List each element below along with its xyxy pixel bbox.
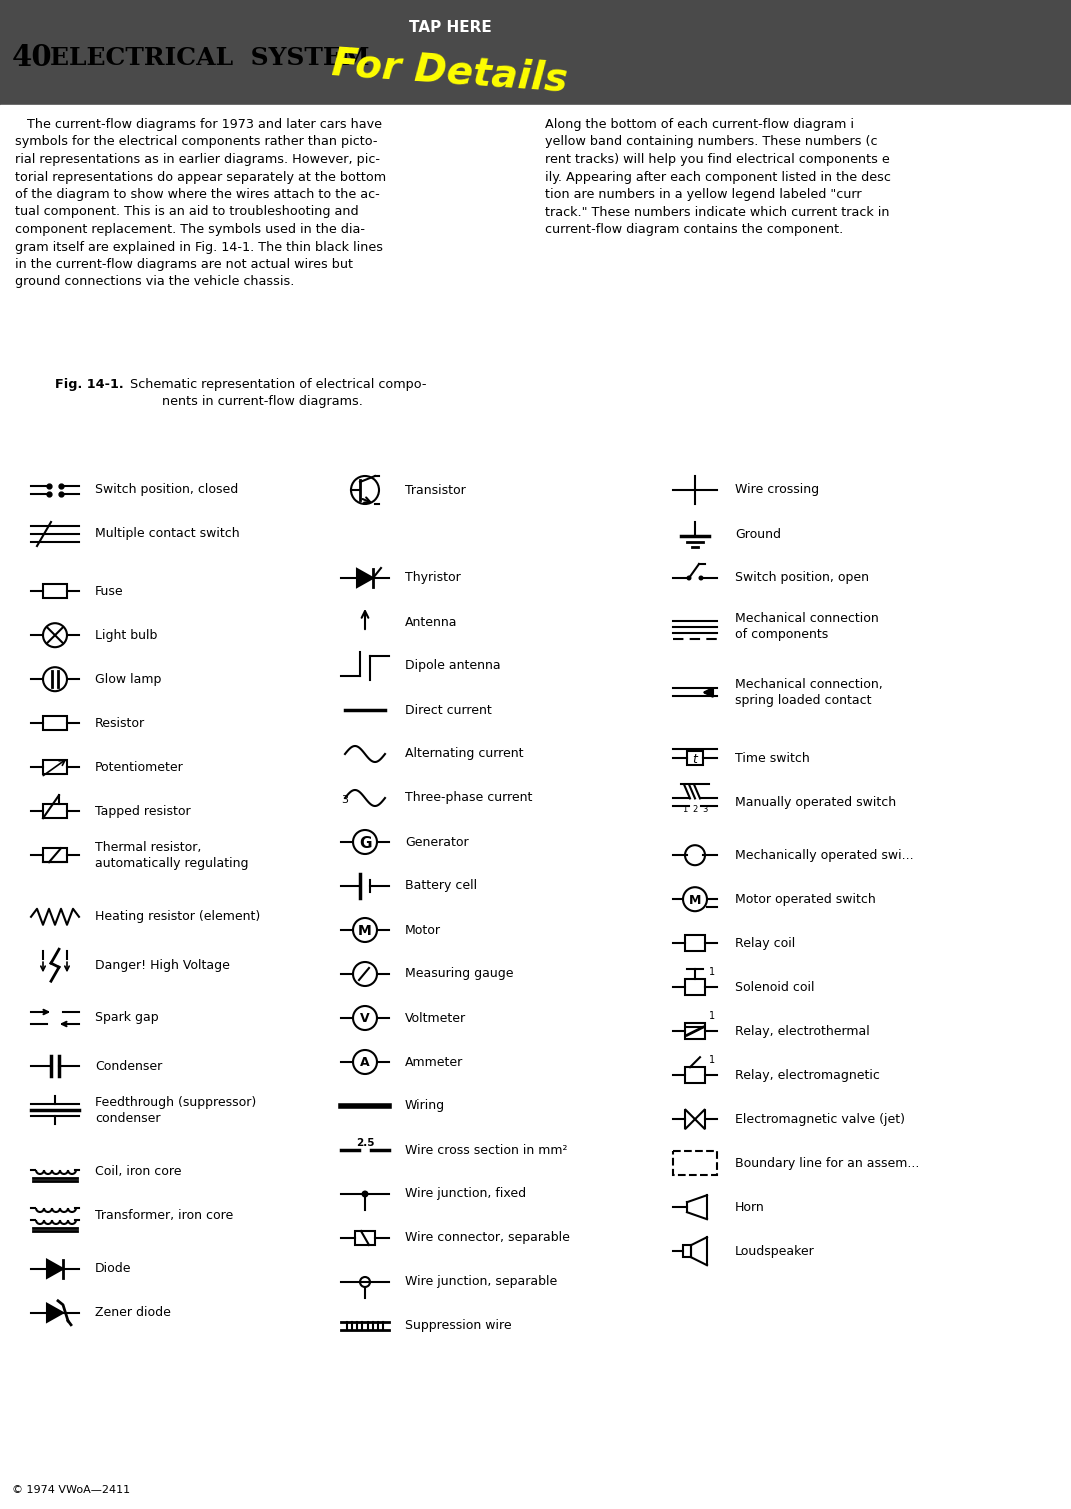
Text: Motor operated switch: Motor operated switch: [735, 893, 876, 905]
Text: Time switch: Time switch: [735, 751, 810, 765]
Text: Antenna: Antenna: [405, 616, 457, 629]
Text: Voltmeter: Voltmeter: [405, 1011, 466, 1025]
Text: Coil, iron core: Coil, iron core: [95, 1165, 181, 1179]
Text: Ground: Ground: [735, 528, 781, 540]
Polygon shape: [357, 569, 373, 587]
Text: Horn: Horn: [735, 1201, 765, 1213]
Text: Boundary line for an assem...: Boundary line for an assem...: [735, 1157, 919, 1169]
Bar: [685, 1023, 705, 1040]
Text: Three-phase current: Three-phase current: [405, 792, 532, 804]
Bar: [43, 804, 67, 818]
Text: Switch position, closed: Switch position, closed: [95, 483, 238, 496]
Text: Danger! High Voltage: Danger! High Voltage: [95, 958, 230, 972]
Text: 2: 2: [692, 806, 697, 815]
Text: Diode: Diode: [95, 1263, 132, 1275]
Text: Transistor: Transistor: [405, 483, 466, 496]
Text: Along the bottom of each current-flow diagram i
yellow band containing numbers. : Along the bottom of each current-flow di…: [545, 118, 891, 235]
Text: t: t: [693, 753, 697, 767]
Text: Transformer, iron core: Transformer, iron core: [95, 1210, 233, 1222]
Bar: [43, 761, 67, 774]
Circle shape: [698, 575, 704, 581]
Text: Switch position, open: Switch position, open: [735, 572, 869, 584]
Text: Battery cell: Battery cell: [405, 880, 477, 892]
Text: Relay coil: Relay coil: [735, 937, 796, 949]
Text: M: M: [358, 924, 372, 939]
Text: V: V: [360, 1013, 369, 1026]
Text: 3: 3: [703, 806, 708, 815]
Bar: [0, 0, 1071, 106]
Text: Wire connector, separable: Wire connector, separable: [405, 1231, 570, 1245]
Text: ELECTRICAL  SYSTEM: ELECTRICAL SYSTEM: [50, 45, 369, 69]
Text: Wiring: Wiring: [405, 1100, 446, 1112]
Text: 3: 3: [341, 795, 348, 804]
Polygon shape: [47, 1304, 63, 1322]
Text: 2.5: 2.5: [356, 1138, 374, 1148]
Text: The current-flow diagrams for 1973 and later cars have
symbols for the electrica: The current-flow diagrams for 1973 and l…: [15, 118, 387, 288]
Bar: [355, 1231, 375, 1245]
Text: Motor: Motor: [405, 924, 441, 937]
Text: Condenser: Condenser: [95, 1059, 162, 1073]
Bar: [43, 584, 67, 598]
Text: Potentiometer: Potentiometer: [95, 761, 184, 774]
Text: Loudspeaker: Loudspeaker: [735, 1245, 815, 1257]
Bar: [673, 1151, 716, 1176]
Text: Wire cross section in mm²: Wire cross section in mm²: [405, 1144, 568, 1156]
Text: Spark gap: Spark gap: [95, 1011, 159, 1025]
Text: Mechanical connection
of components: Mechanical connection of components: [735, 613, 878, 641]
Text: Thermal resistor,
automatically regulating: Thermal resistor, automatically regulati…: [95, 841, 248, 869]
Circle shape: [687, 575, 692, 581]
Text: © 1974 VWoA—2411: © 1974 VWoA—2411: [12, 1485, 130, 1495]
Text: Relay, electromagnetic: Relay, electromagnetic: [735, 1068, 880, 1082]
Bar: [687, 751, 703, 765]
Bar: [43, 717, 67, 730]
Text: Relay, electrothermal: Relay, electrothermal: [735, 1025, 870, 1038]
Text: Wire junction, fixed: Wire junction, fixed: [405, 1188, 526, 1201]
Text: Resistor: Resistor: [95, 717, 146, 730]
Text: 1: 1: [709, 1011, 715, 1022]
Text: Light bulb: Light bulb: [95, 629, 157, 641]
Text: Wire junction, separable: Wire junction, separable: [405, 1275, 557, 1289]
Bar: [43, 848, 67, 862]
Text: Thyristor: Thyristor: [405, 572, 461, 584]
Text: Ammeter: Ammeter: [405, 1055, 464, 1068]
Bar: [685, 979, 705, 996]
Text: Dipole antenna: Dipole antenna: [405, 659, 500, 673]
Text: Solenoid coil: Solenoid coil: [735, 981, 815, 994]
Text: Electromagnetic valve (jet): Electromagnetic valve (jet): [735, 1112, 905, 1126]
Text: Glow lamp: Glow lamp: [95, 673, 162, 685]
Text: TAP HERE: TAP HERE: [409, 21, 492, 36]
Text: For Details: For Details: [331, 45, 569, 100]
Text: Schematic representation of electrical compo-
        nents in current-flow diag: Schematic representation of electrical c…: [130, 377, 426, 407]
Text: Fuse: Fuse: [95, 584, 123, 598]
Text: Feedthrough (suppressor)
condenser: Feedthrough (suppressor) condenser: [95, 1096, 256, 1124]
Text: Direct current: Direct current: [405, 703, 492, 717]
Bar: [685, 1067, 705, 1083]
Text: Alternating current: Alternating current: [405, 747, 524, 761]
Text: Zener diode: Zener diode: [95, 1307, 171, 1319]
Text: 1: 1: [709, 1055, 715, 1065]
Bar: [685, 936, 705, 951]
Circle shape: [362, 1191, 368, 1198]
Text: Tapped resistor: Tapped resistor: [95, 804, 191, 818]
Text: Generator: Generator: [405, 836, 469, 848]
Text: Manually operated switch: Manually operated switch: [735, 795, 896, 809]
Text: Suppression wire: Suppression wire: [405, 1319, 512, 1332]
Text: 1: 1: [682, 806, 688, 815]
Bar: [683, 1245, 691, 1257]
Text: Mechanically operated swi...: Mechanically operated swi...: [735, 848, 914, 862]
Text: Wire crossing: Wire crossing: [735, 483, 819, 496]
Polygon shape: [47, 1260, 63, 1278]
Text: M: M: [689, 893, 702, 907]
Text: Mechanical connection,
spring loaded contact: Mechanical connection, spring loaded con…: [735, 678, 883, 706]
Text: Fig. 14-1.: Fig. 14-1.: [55, 377, 123, 391]
Text: 1: 1: [709, 967, 715, 978]
Text: Heating resistor (element): Heating resistor (element): [95, 910, 260, 924]
Text: A: A: [360, 1056, 369, 1070]
Text: G: G: [359, 836, 372, 851]
Text: Multiple contact switch: Multiple contact switch: [95, 528, 240, 540]
Text: 40: 40: [12, 44, 52, 72]
Text: Measuring gauge: Measuring gauge: [405, 967, 513, 981]
